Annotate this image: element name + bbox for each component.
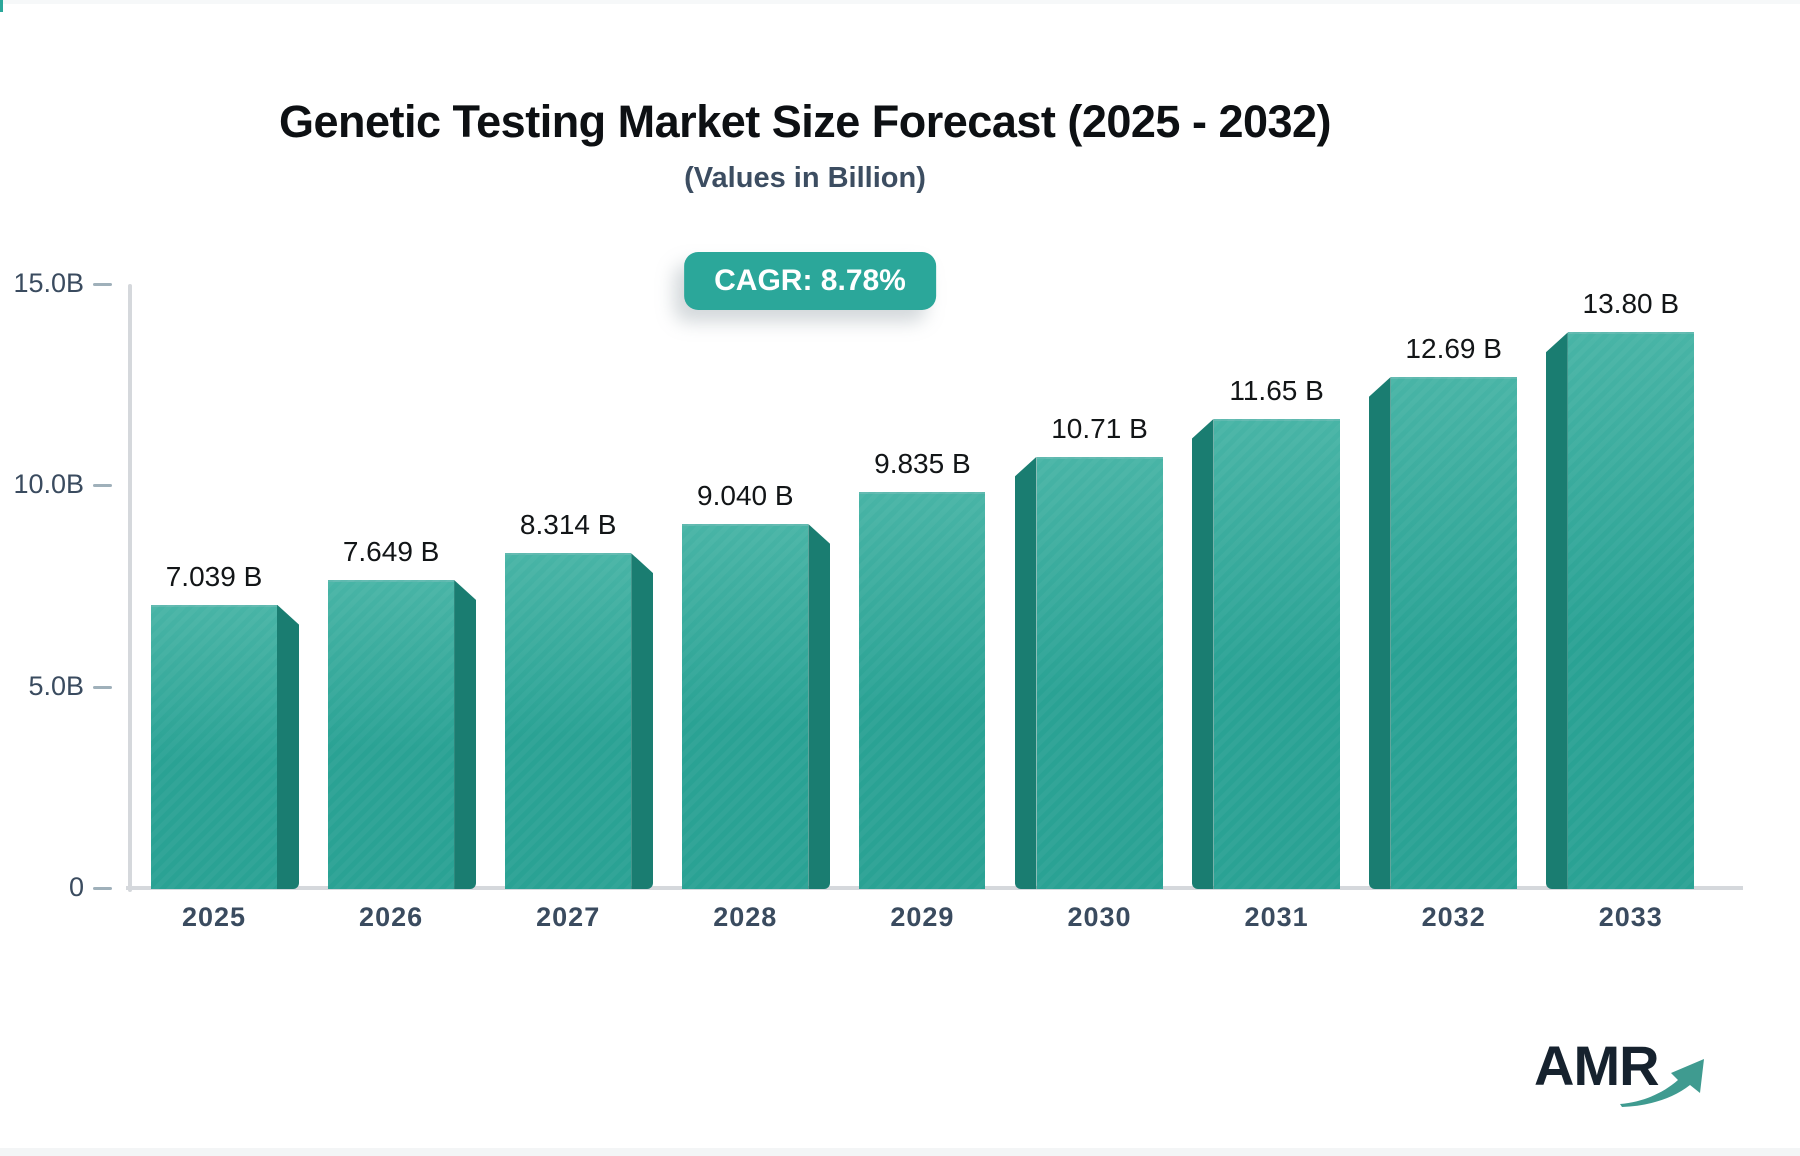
y-axis-line <box>128 284 132 892</box>
top-edge-strip <box>0 0 1800 4</box>
bar-side-face <box>1191 418 1214 889</box>
bar-side-face <box>1014 456 1037 889</box>
y-axis-tick <box>93 283 112 286</box>
x-axis-category-label: 2028 <box>713 902 778 932</box>
bar <box>1390 377 1517 889</box>
chart-subtitle: (Values in Billion) <box>684 162 926 194</box>
x-axis-category-label: 2026 <box>359 902 424 932</box>
x-axis-category-label: 2033 <box>1598 902 1663 932</box>
bar-value-label: 7.039 B <box>165 560 263 592</box>
bar-value-label: 7.649 B <box>342 536 440 567</box>
brand-logo-text: AMR <box>1534 1034 1660 1097</box>
x-axis-category-label: 2030 <box>1067 902 1132 932</box>
x-axis-category-label: 2029 <box>890 902 955 932</box>
cagr-badge: CAGR: 8.78% <box>684 252 936 310</box>
y-axis-tick <box>93 484 112 488</box>
bar-side-face <box>277 604 299 889</box>
bar <box>1036 456 1163 889</box>
y-axis-tick <box>93 887 112 890</box>
bar <box>859 491 986 889</box>
bar-value-label: 10.71 B <box>1051 412 1148 444</box>
x-axis-category-label: 2025 <box>181 902 247 932</box>
bar <box>151 604 277 889</box>
bar <box>1567 332 1694 889</box>
x-axis-category-label: 2032 <box>1421 902 1486 932</box>
y-axis-tick <box>93 685 112 689</box>
chart-title: Genetic Testing Market Size Forecast (20… <box>278 96 1332 147</box>
bar-value-label: 13.80 B <box>1582 288 1680 320</box>
bar-value-label: 9.040 B <box>697 479 794 511</box>
bar-value-label: 12.69 B <box>1405 333 1502 365</box>
bar-value-label: 11.65 B <box>1229 374 1324 406</box>
top-left-accent <box>0 0 3 12</box>
bar-side-face <box>808 523 831 889</box>
bar-side-face <box>454 580 477 889</box>
y-axis-tick-label: 15.0B <box>13 268 84 298</box>
y-axis-tick-label: 10.0B <box>13 469 84 500</box>
bar <box>682 523 809 889</box>
bar-side-face <box>631 553 654 889</box>
y-axis-tick-label: 0 <box>68 872 84 902</box>
bar-side-face <box>1545 332 1568 889</box>
bar <box>328 580 455 889</box>
y-axis-tick-label: 5.0B <box>28 670 84 701</box>
bar <box>1213 418 1340 889</box>
bar <box>505 553 632 889</box>
x-axis-category-label: 2031 <box>1244 902 1309 932</box>
bar-side-face <box>1368 377 1391 889</box>
bottom-edge-strip <box>0 1148 1800 1156</box>
growth-arrow-icon <box>1620 1059 1704 1107</box>
x-axis-category-label: 2027 <box>536 902 601 932</box>
brand-logo: AMR <box>1534 1038 1714 1108</box>
bar-value-label: 8.314 B <box>519 509 617 541</box>
bar-value-label: 9.835 B <box>874 447 971 479</box>
